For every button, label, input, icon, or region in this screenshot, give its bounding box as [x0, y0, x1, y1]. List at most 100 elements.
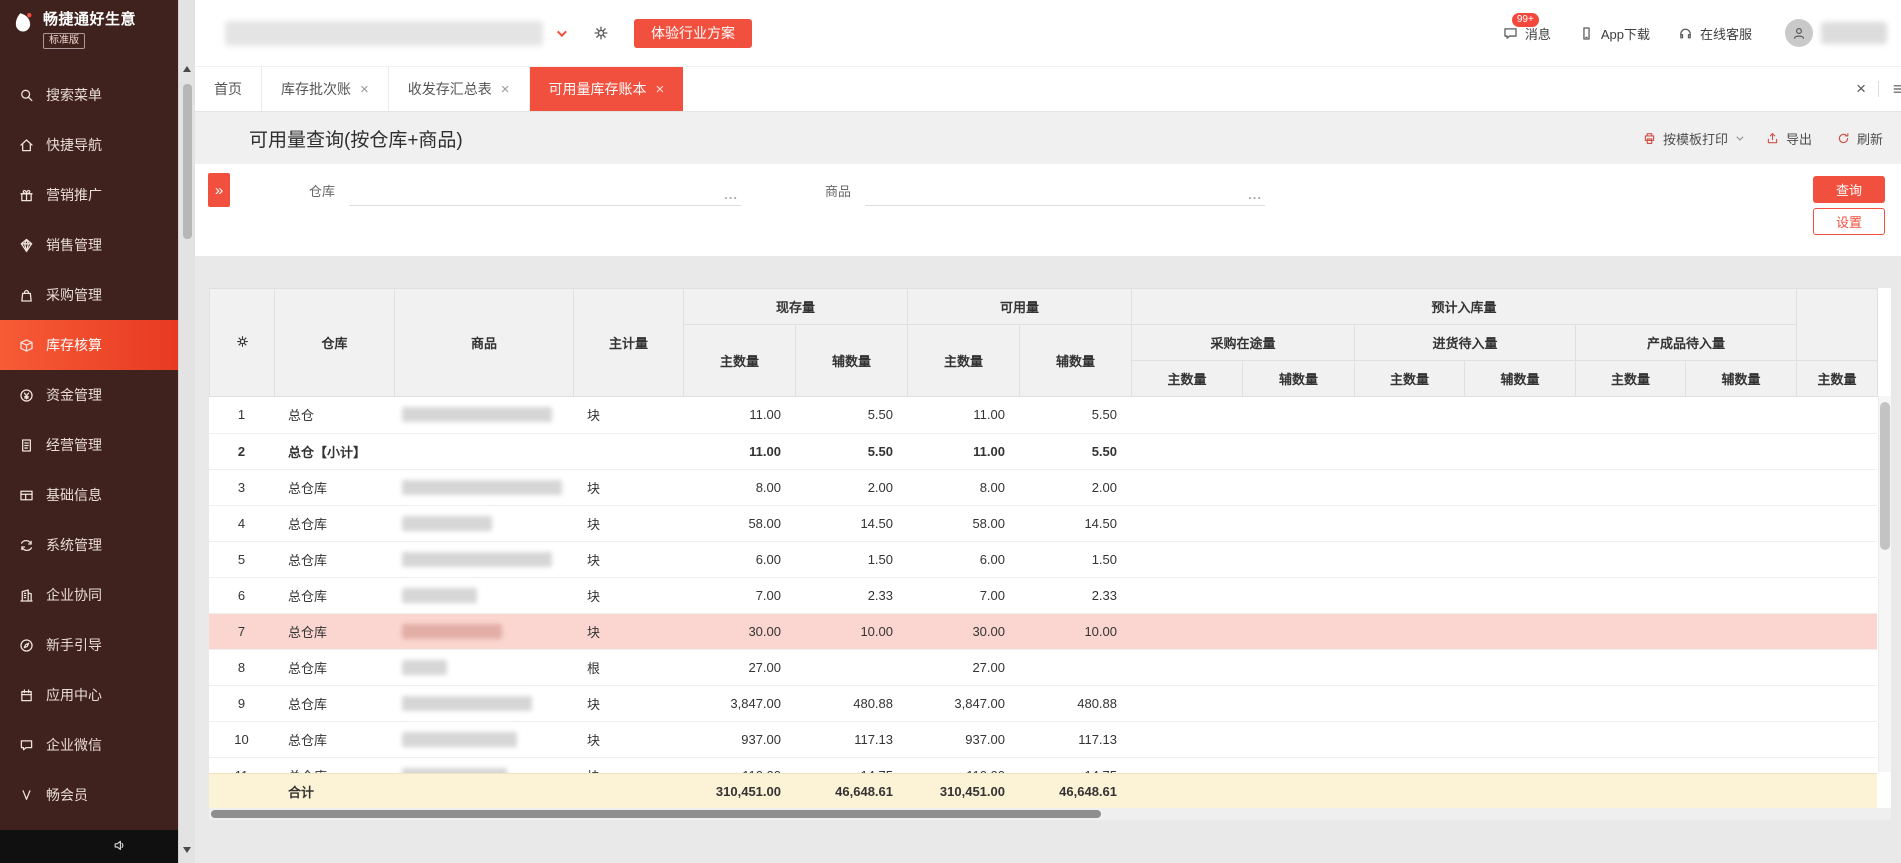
table-row[interactable]: 1 总仓块 11.00 5.50 11.00 5.50 — [209, 397, 1877, 434]
qty-cell-ip_aux — [1464, 397, 1575, 434]
qty-cell-avail_main: 937.00 — [907, 721, 1019, 758]
qty-cell-ip_main — [1354, 469, 1464, 506]
settings-button[interactable]: 设置 — [1813, 208, 1885, 235]
tab-inventory-batch-ledger[interactable]: 库存批次账 × — [262, 67, 389, 111]
bag-icon — [18, 287, 35, 304]
scrollbar-thumb[interactable] — [183, 84, 192, 239]
qty-cell-avail_aux: 2.00 — [1019, 469, 1131, 506]
summary-label: 合计 — [274, 773, 394, 810]
column-settings-header[interactable] — [209, 288, 275, 397]
warehouse-picker-button[interactable]: ... — [724, 187, 739, 202]
sidebar-item-basic-info[interactable]: 基础信息 — [0, 470, 178, 520]
qty-cell-fp_main — [1575, 757, 1685, 773]
sidebar-item-label: 企业协同 — [46, 587, 102, 603]
qty-cell-fp_aux — [1685, 541, 1796, 578]
qty-cell-fp_aux — [1685, 505, 1796, 542]
trial-industry-solution-button[interactable]: 体验行业方案 — [634, 18, 752, 48]
sidebar-scrollbar[interactable] — [178, 0, 195, 863]
table-row[interactable]: 5 总仓库块 6.00 1.50 6.00 1.50 — [209, 541, 1877, 578]
close-icon[interactable]: × — [500, 80, 510, 98]
qty-cell-ip_aux — [1464, 505, 1575, 542]
tab-bar: 首页 库存批次账 × 收发存汇总表 × 可用量库存账本 × × — [195, 67, 1901, 112]
tab-home[interactable]: 首页 — [195, 67, 262, 111]
table-row[interactable]: 8 总仓库根 27.00 27.00 — [209, 649, 1877, 686]
header-qty-main-clipped: 主数量 — [1796, 360, 1879, 397]
tab-in-out-summary[interactable]: 收发存汇总表 × — [389, 67, 530, 111]
qty-cell-onhand_aux: 10.00 — [795, 613, 907, 650]
sidebar-item-collaboration[interactable]: 企业协同 — [0, 570, 178, 620]
unit-cell: 块 — [573, 757, 683, 773]
sidebar-item-search[interactable]: 搜索菜单 — [0, 70, 178, 120]
sidebar-item-app-center[interactable]: 应用中心 — [0, 670, 178, 720]
tab-label: 库存批次账 — [281, 81, 351, 97]
sidebar-item-marketing[interactable]: 营销推广 — [0, 170, 178, 220]
qty-cell-pt_main — [1131, 433, 1242, 470]
table-row[interactable]: 6 总仓库块 7.00 2.33 7.00 2.33 — [209, 577, 1877, 614]
sidebar-item-operations[interactable]: 经营管理 — [0, 420, 178, 470]
scroll-up-arrow-icon[interactable] — [183, 66, 191, 72]
avatar[interactable] — [1785, 19, 1813, 47]
qty-cell-fp_main — [1575, 613, 1685, 650]
warehouse-cell: 总仓库 — [274, 613, 394, 650]
sidebar-item-system[interactable]: 系统管理 — [0, 520, 178, 570]
company-name-redacted[interactable] — [225, 20, 543, 46]
scrollbar-thumb[interactable] — [211, 810, 1101, 818]
messages-button[interactable]: 99+ 消息 — [1502, 11, 1551, 43]
warehouse-cell: 总仓库 — [274, 757, 394, 773]
table-row[interactable]: 10 总仓库块 937.00 117.13 937.00 117.13 — [209, 721, 1877, 758]
print-by-template-button[interactable]: 按模板打印 — [1642, 129, 1744, 148]
qty-cell-onhand_aux: 5.50 — [795, 433, 907, 470]
product-picker-button[interactable]: ... — [1248, 187, 1263, 202]
close-all-tabs-icon[interactable]: × — [1856, 79, 1866, 98]
header-group-incoming-pending: 进货待入量 — [1354, 324, 1577, 361]
tab-list-icon[interactable] — [1891, 81, 1901, 97]
qty-cell-fp_main — [1575, 505, 1685, 542]
vertical-scrollbar[interactable] — [1878, 396, 1891, 772]
refresh-button[interactable]: 刷新 — [1836, 129, 1883, 148]
tab-bar-tools: × — [1856, 67, 1901, 111]
gear-icon[interactable] — [592, 24, 610, 42]
speaker-icon[interactable] — [112, 837, 128, 856]
sidebar-item-quick-nav[interactable]: 快捷导航 — [0, 120, 178, 170]
sidebar-item-member[interactable]: 畅会员 — [0, 770, 178, 820]
home-icon — [18, 137, 35, 154]
export-button[interactable]: 导出 — [1765, 129, 1812, 148]
app-download-button[interactable]: App下载 — [1578, 24, 1650, 43]
warehouse-filter-input[interactable]: ... — [349, 180, 742, 206]
unit-cell: 块 — [573, 397, 683, 434]
warehouse-cell: 总仓库 — [274, 721, 394, 758]
product-cell — [394, 541, 573, 578]
sidebar-item-inventory[interactable]: 库存核算 — [0, 320, 178, 370]
scrollbar-thumb[interactable] — [1880, 402, 1890, 550]
table-row-subtotal[interactable]: 2 总仓【小计】 11.00 5.50 11.00 5.50 — [209, 433, 1877, 470]
sidebar-item-funds[interactable]: 资金管理 — [0, 370, 178, 420]
qty-cell-avail_main: 30.00 — [907, 613, 1019, 650]
qty-cell-avail_aux: 480.88 — [1019, 685, 1131, 722]
close-icon[interactable]: × — [360, 80, 369, 98]
table-row[interactable]: 9 总仓库块 3,847.00 480.88 3,847.00 480.88 — [209, 685, 1877, 722]
close-icon[interactable]: × — [655, 80, 665, 98]
qty-cell-onhand_aux: 2.00 — [795, 469, 907, 506]
sidebar-item-sales[interactable]: 销售管理 — [0, 220, 178, 270]
online-service-button[interactable]: 在线客服 — [1677, 24, 1752, 43]
table-row[interactable]: 3 总仓库块 8.00 2.00 8.00 2.00 — [209, 469, 1877, 506]
user-name-redacted — [1821, 22, 1887, 44]
horizontal-scrollbar[interactable] — [209, 808, 1891, 820]
user-account[interactable] — [1785, 19, 1887, 47]
tab-available-qty-ledger[interactable]: 可用量库存账本 × — [529, 67, 684, 111]
table-row[interactable]: 4 总仓库块 58.00 14.50 58.00 14.50 — [209, 505, 1877, 542]
sidebar-item-purchase[interactable]: 采购管理 — [0, 270, 178, 320]
qty-cell-ip_aux — [1464, 685, 1575, 722]
chevron-down-icon[interactable] — [556, 26, 567, 37]
query-button[interactable]: 查询 — [1813, 176, 1885, 203]
sidebar-item-guide[interactable]: 新手引导 — [0, 620, 178, 670]
sidebar-item-wecom[interactable]: 企业微信 — [0, 720, 178, 770]
scroll-down-arrow-icon[interactable] — [183, 847, 191, 853]
page-title: 可用量查询(按仓库+商品) — [249, 129, 463, 151]
table-row[interactable]: 7 总仓库块 30.00 10.00 30.00 10.00 — [209, 613, 1877, 650]
product-cell — [394, 685, 573, 722]
product-filter-input[interactable]: ... — [865, 180, 1266, 206]
expand-filter-button[interactable]: » — [208, 173, 230, 207]
